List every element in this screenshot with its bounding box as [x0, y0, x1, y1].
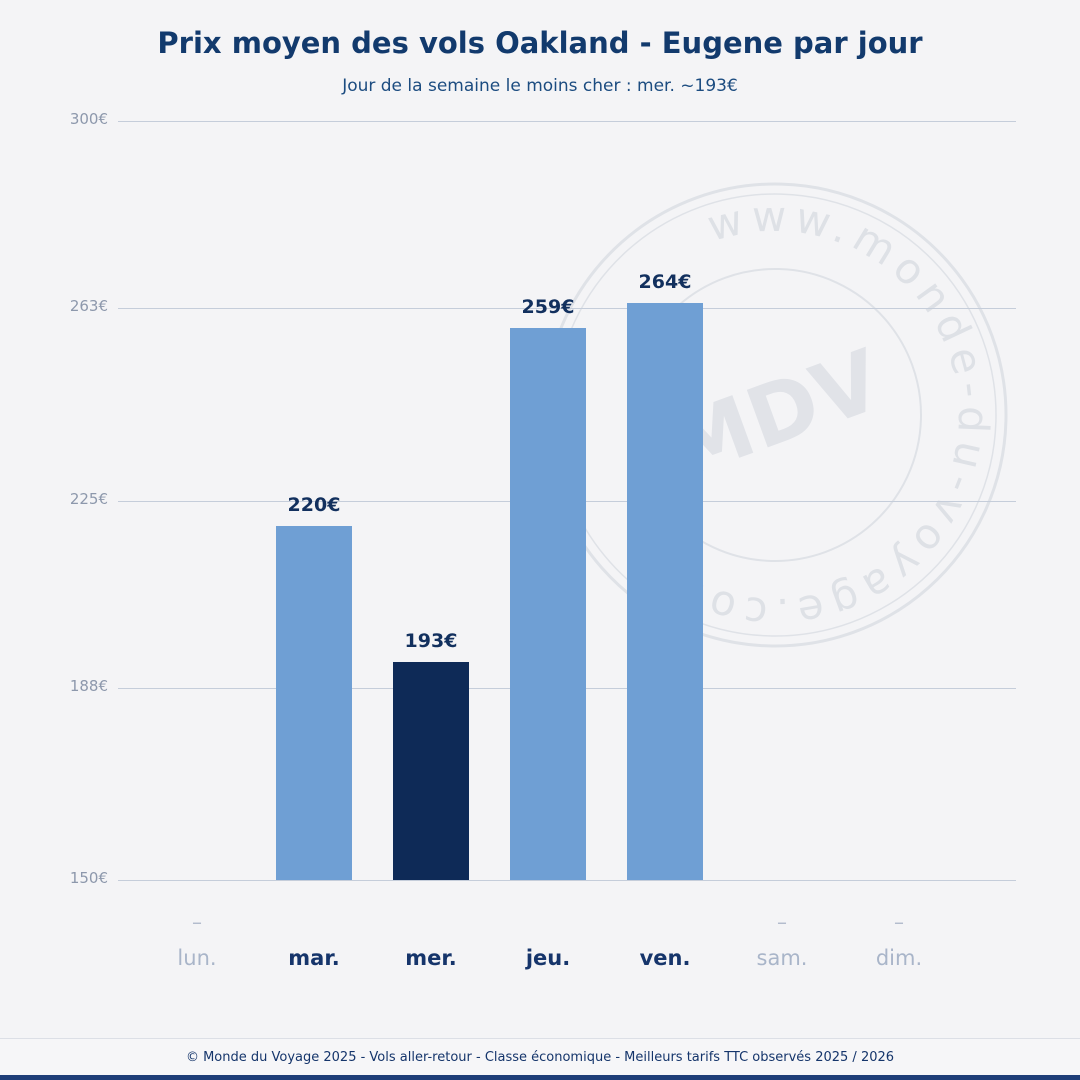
gridline — [118, 308, 1016, 310]
bar-mer — [393, 662, 469, 880]
bar-mar — [276, 525, 352, 880]
x-axis-label-mer: mer. — [405, 946, 457, 970]
empty-day-marker: – — [192, 910, 202, 934]
x-axis-label-dim: dim. — [875, 946, 923, 970]
bar-value-label: 220€ — [287, 493, 341, 516]
x-axis-label-ven: ven. — [639, 946, 691, 970]
x-axis-label-jeu: jeu. — [525, 946, 571, 970]
x-axis-label-sam: sam. — [756, 946, 808, 970]
x-axis-label-lun: lun. — [177, 946, 217, 970]
footer-accent-bar — [0, 1075, 1080, 1080]
bar-value-label: 193€ — [404, 630, 458, 653]
y-tick-label: 188€ — [69, 676, 108, 695]
bar-jeu — [510, 328, 586, 880]
gridline — [118, 880, 1016, 881]
y-tick-label: 225€ — [69, 489, 108, 508]
footer-text: © Monde du Voyage 2025 - Vols aller-reto… — [185, 1049, 895, 1065]
empty-day-marker: – — [777, 910, 787, 934]
y-tick-label: 300€ — [69, 110, 108, 128]
chart-title: Prix moyen des vols Oakland - Eugene par… — [157, 26, 923, 60]
chart-subtitle: Jour de la semaine le moins cher : mer. … — [342, 76, 738, 96]
bar-value-label: 259€ — [521, 296, 575, 319]
bar-value-label: 264€ — [638, 271, 692, 294]
x-axis-label-mar: mar. — [288, 946, 340, 970]
gridline — [118, 121, 1016, 122]
y-tick-label: 263€ — [69, 297, 108, 316]
empty-day-marker: – — [894, 910, 904, 934]
footer: © Monde du Voyage 2025 - Vols aller-reto… — [0, 1038, 1080, 1075]
y-tick-label: 150€ — [69, 869, 108, 887]
bar-ven — [627, 303, 703, 880]
